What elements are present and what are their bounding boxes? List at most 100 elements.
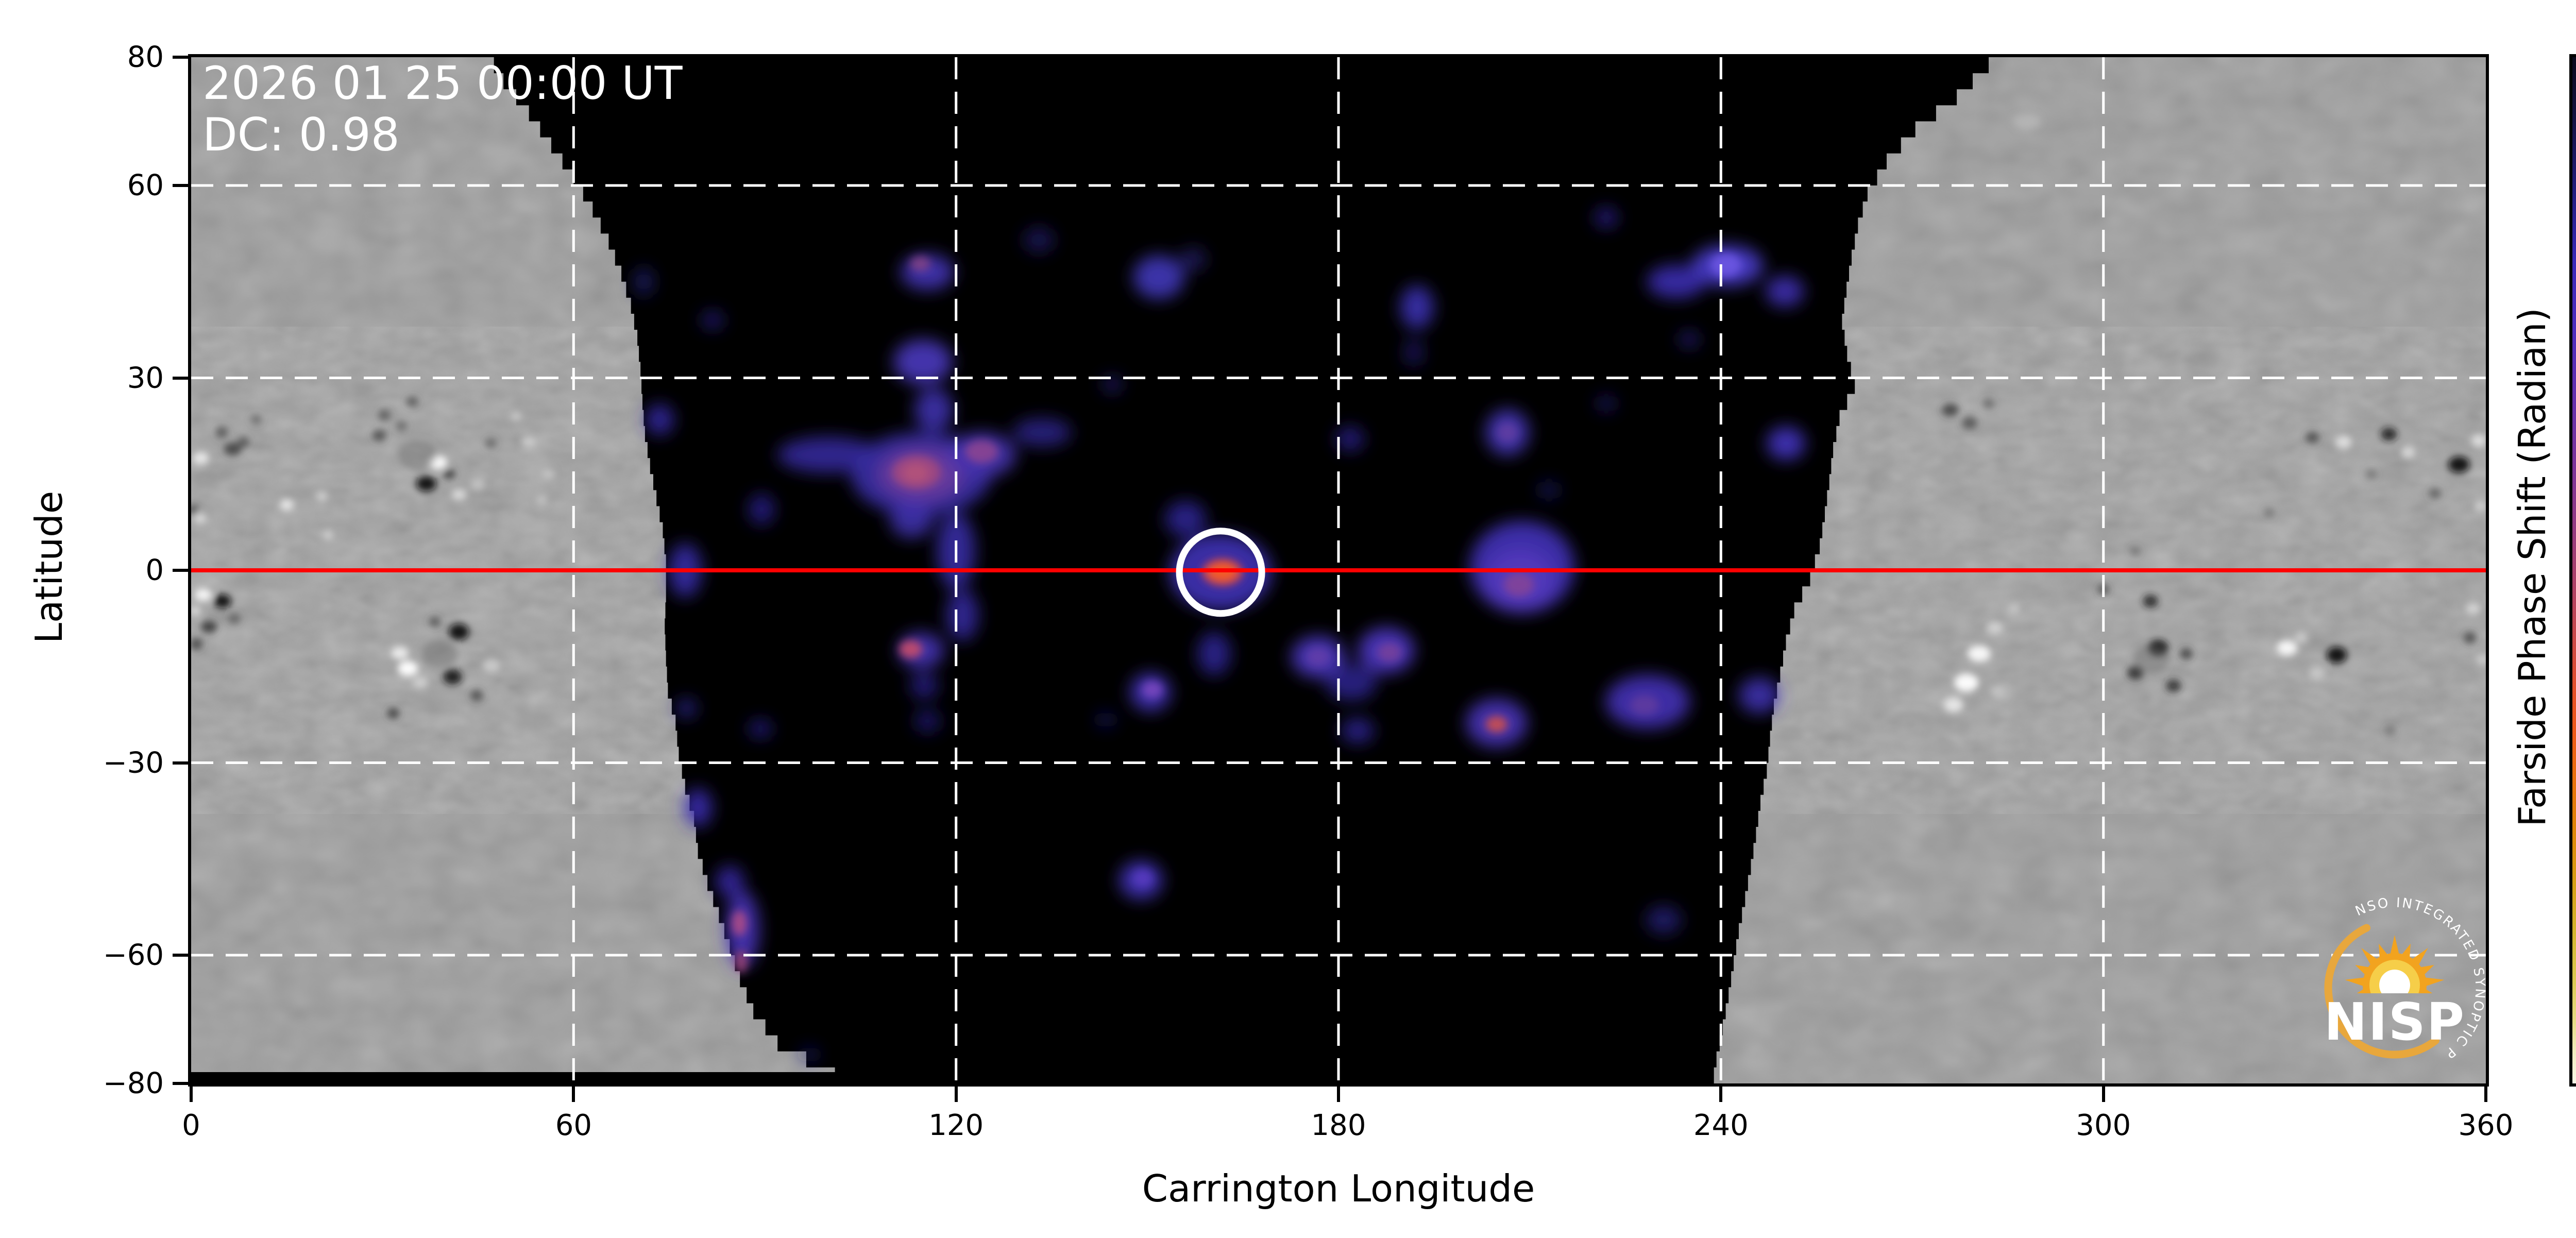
- active-region-patch: [215, 427, 228, 438]
- farside-blob-core: [1377, 642, 1402, 663]
- farside-blob: [1767, 427, 1805, 460]
- active-region-patch: [250, 414, 262, 425]
- active-region-patch: [541, 469, 555, 480]
- x-tick-mark: [2484, 1087, 2487, 1102]
- active-region-patch: [398, 439, 437, 470]
- x-tick-label: 180: [1311, 1109, 1366, 1142]
- active-region-patch: [429, 616, 440, 627]
- farside-blob: [1336, 427, 1364, 451]
- active-region-patch: [372, 430, 386, 442]
- active-region-patch: [1968, 645, 1991, 663]
- farside-blob: [1647, 265, 1706, 299]
- active-region-patch: [470, 689, 483, 702]
- active-region-patch: [397, 660, 418, 676]
- farside-blob-core: [1503, 572, 1534, 597]
- active-region-patch: [2335, 435, 2352, 449]
- y-tick-mark: [173, 1082, 188, 1085]
- active-region-patch: [229, 613, 241, 624]
- farside-blob-core: [1307, 647, 1330, 667]
- active-region-patch: [2471, 434, 2486, 447]
- y-tick-mark: [173, 184, 188, 187]
- map-plot-area: NISP NSO INTEGRATED SYNOPTIC PROGRAM: [188, 54, 2489, 1087]
- active-region-patch: [443, 669, 462, 685]
- active-region-patch: [378, 409, 391, 421]
- x-tick-mark: [2102, 1087, 2105, 1102]
- south-polar-gap-strip: [191, 1072, 835, 1083]
- farside-blob: [1341, 718, 1375, 744]
- active-region-patch: [482, 658, 500, 673]
- active-region-patch: [192, 451, 209, 465]
- x-tick-label: 120: [928, 1109, 984, 1142]
- farside-blob: [702, 311, 723, 329]
- x-tick-mark: [190, 1087, 193, 1102]
- farside-blob: [777, 437, 880, 473]
- farside-blob-core: [965, 440, 998, 464]
- active-region-patch: [2380, 428, 2397, 441]
- active-region-patch: [2465, 603, 2481, 615]
- y-tick-label: −30: [103, 746, 164, 779]
- farside-blob: [634, 267, 653, 296]
- farside-blob-core: [1630, 694, 1659, 716]
- active-region-patch: [451, 488, 467, 501]
- active-region-patch: [386, 707, 400, 719]
- x-tick-label: 0: [182, 1109, 200, 1142]
- x-tick-label: 60: [555, 1109, 592, 1142]
- active-region-patch: [1942, 403, 1959, 417]
- active-region-patch: [396, 420, 408, 431]
- x-tick-label: 360: [2458, 1109, 2514, 1142]
- y-tick-mark: [173, 954, 188, 957]
- x-tick-mark: [572, 1087, 575, 1102]
- active-region-patch: [224, 443, 242, 456]
- active-region-patch: [522, 436, 536, 448]
- farside-blob: [1180, 247, 1206, 271]
- farside-blob: [1646, 906, 1682, 934]
- gridlines: [191, 57, 2486, 1083]
- active-region-patch: [2476, 654, 2486, 666]
- farside-blob: [910, 673, 939, 699]
- y-tick-mark: [173, 761, 188, 765]
- active-region-patch: [2294, 632, 2308, 643]
- active-region-patch: [193, 513, 207, 524]
- logo-nisp-text: NISP: [2324, 992, 2465, 1052]
- farside-blob: [1197, 632, 1231, 676]
- active-region-patch: [1982, 398, 1995, 409]
- active-region-patch: [2365, 469, 2377, 480]
- y-tick-label: 0: [145, 553, 164, 587]
- farside-blob: [1165, 501, 1206, 537]
- active-region-patch: [194, 588, 212, 601]
- active-region-patch: [2385, 726, 2396, 736]
- active-region-patch: [237, 436, 250, 448]
- active-region-patch: [213, 594, 231, 608]
- active-region-patch: [471, 478, 485, 490]
- active-region-patch: [510, 411, 522, 422]
- farside-blob-core: [735, 950, 748, 973]
- farside-blob: [716, 866, 744, 897]
- farside-blob: [1400, 285, 1434, 329]
- magnetogram-active-regions: [191, 113, 2486, 736]
- active-region-patch: [536, 495, 548, 505]
- farside-blob: [1595, 207, 1618, 228]
- active-region-patch: [323, 530, 333, 540]
- x-tick-mark: [954, 1087, 958, 1102]
- active-region-patch: [1944, 697, 1963, 713]
- farside-blob-core: [899, 640, 923, 658]
- logo-sun-icon: [2345, 935, 2445, 993]
- farside-blob: [1097, 712, 1115, 727]
- active-region-patch: [2013, 113, 2041, 129]
- farside-blob: [1326, 665, 1377, 701]
- farside-blob-core: [1710, 253, 1741, 277]
- active-region-patch: [405, 396, 419, 407]
- farside-blob: [1597, 395, 1616, 412]
- active-region-patch: [391, 647, 409, 659]
- active-region-patch: [2326, 647, 2347, 664]
- active-region-patch: [191, 605, 201, 616]
- x-tick-mark: [1337, 1087, 1340, 1102]
- farside-blob: [1023, 227, 1055, 253]
- solar-map-canvas: NISP NSO INTEGRATED SYNOPTIC PROGRAM: [191, 57, 2486, 1083]
- farside-blob-core: [1133, 870, 1153, 887]
- active-region-patch: [2264, 508, 2275, 517]
- active-region-patch: [413, 676, 429, 689]
- active-region-patch: [448, 623, 469, 640]
- active-region-patch: [316, 491, 328, 502]
- x-axis-title: Carrington Longitude: [1142, 1167, 1535, 1210]
